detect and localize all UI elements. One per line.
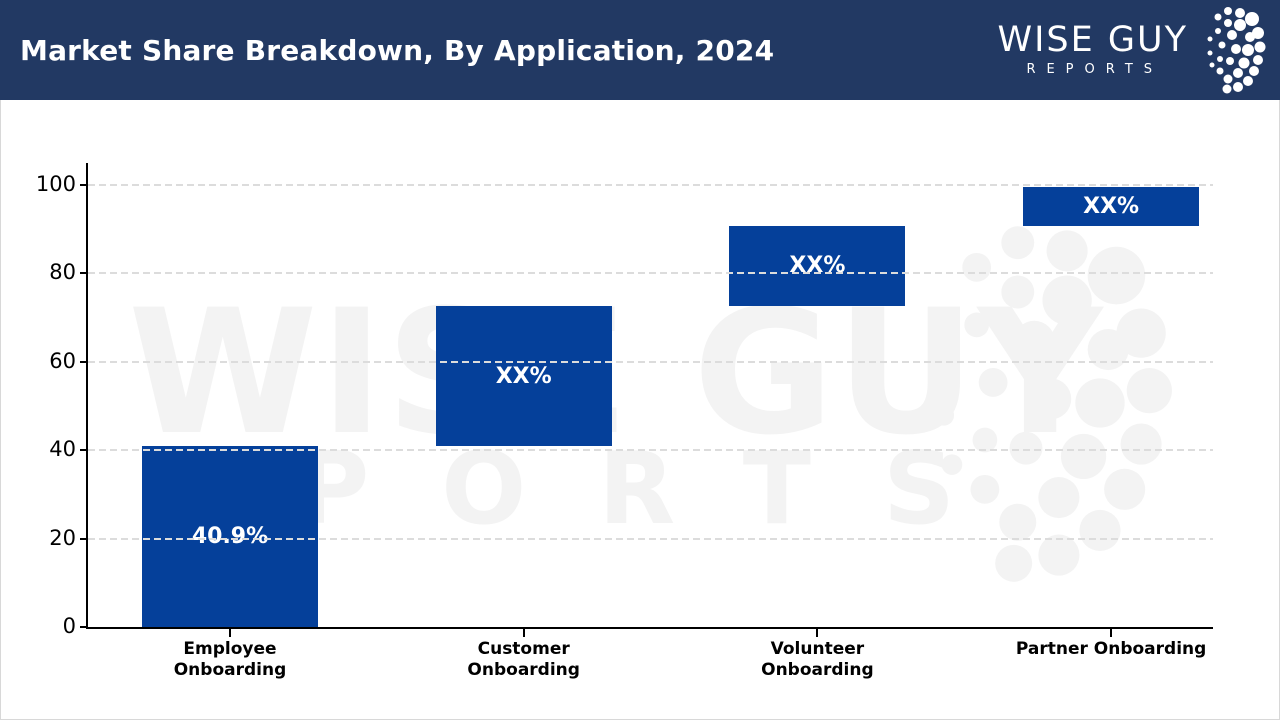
watermark-text-line1: WISE GUY: [128, 272, 1105, 473]
x-tick-mark-2: [522, 629, 525, 637]
gridline-100: [88, 184, 1213, 186]
y-tick-label-80: 80: [49, 260, 76, 285]
x-tick-mark-4: [1110, 629, 1113, 637]
bar-value-label-3: XX%: [789, 253, 846, 279]
wise-guy-reports-logo: WISE GUY REPORTS: [997, 5, 1280, 95]
logo-name: WISE GUY: [997, 20, 1188, 60]
bar-2: XX%: [435, 306, 612, 447]
watermark-head-icon: [933, 226, 1172, 582]
y-tick-label-0: 0: [62, 614, 76, 638]
x-tick-mark-3: [816, 629, 819, 637]
y-tick-mark-100: [80, 184, 88, 186]
x-axis-line: [86, 627, 1213, 629]
gridline-40: [88, 449, 1213, 452]
y-tick-label-20: 20: [49, 525, 76, 550]
bar-value-label-4: XX%: [1083, 193, 1140, 219]
y-tick-label-100: 100: [35, 172, 76, 196]
bar-value-label-1: 40.9%: [191, 524, 269, 550]
bar-1: 40.9%: [142, 446, 318, 627]
y-tick-mark-0: [80, 626, 88, 628]
logo-text: WISE GUY REPORTS: [997, 20, 1188, 78]
gridline-60: [88, 360, 1213, 363]
gridline-80: [88, 272, 1213, 275]
header-bar: Market Share Breakdown, By Application, …: [0, 0, 1280, 100]
dotted-head-icon: [1207, 7, 1266, 94]
y-axis-line: [86, 163, 88, 629]
x-tick-label-3: Volunteer Onboarding: [761, 639, 874, 680]
bar-3: XX%: [729, 225, 906, 307]
chart-title: Market Share Breakdown, By Application, …: [20, 33, 775, 67]
x-tick-label-1: Employee Onboarding: [173, 639, 287, 680]
bar-value-label-2: XX%: [495, 363, 552, 389]
y-tick-label-40: 40: [49, 437, 76, 462]
logo-subtitle: REPORTS: [1026, 62, 1164, 77]
x-tick-label-2: Customer Onboarding: [467, 639, 580, 680]
y-tick-mark-20: [80, 537, 88, 540]
y-tick-mark-80: [80, 272, 88, 275]
y-tick-mark-60: [80, 360, 88, 363]
y-tick-mark-40: [80, 449, 88, 452]
x-tick-label-4: Partner Onboarding: [1015, 639, 1207, 659]
x-tick-mark-1: [229, 629, 231, 637]
bar-4: XX%: [1023, 187, 1200, 226]
gridline-20: [88, 537, 1213, 540]
y-tick-label-60: 60: [49, 348, 76, 373]
